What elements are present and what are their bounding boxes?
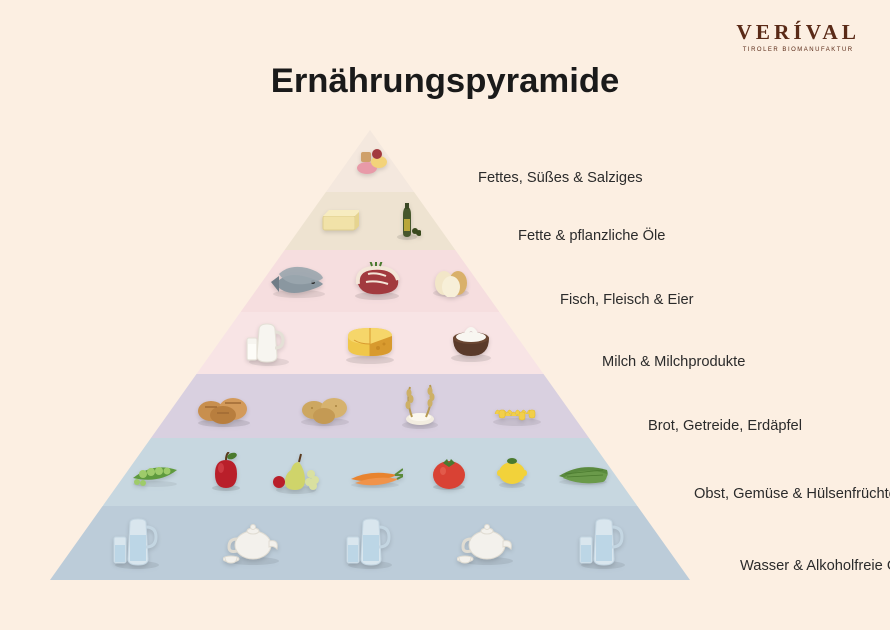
tomato-icon (429, 453, 469, 491)
pear-grapes-icon (271, 450, 321, 494)
tier-label-dairy: Milch & Milchprodukte (602, 354, 745, 370)
tier-label-produce: Obst, Gemüse & Hülsenfrüchte (694, 486, 890, 502)
tier-sweets (326, 130, 414, 192)
tier-produce (103, 438, 637, 506)
teapot-icon (457, 521, 517, 565)
pasta-icon (489, 386, 545, 426)
tier-label-drinks: Wasser & Alkoholfreie Getränke (740, 558, 890, 574)
canvas: VERÍVAL TIROLER BIOMANUFAKTUR Ernährungs… (0, 0, 890, 630)
fish-icon (269, 264, 325, 298)
brand-logo: VERÍVAL TIROLER BIOMANUFAKTUR (736, 20, 860, 53)
tier-label-grains: Brot, Getreide, Erdäpfel (648, 418, 802, 434)
butter-icon (319, 206, 359, 236)
tier-meat (241, 250, 499, 312)
tier-fats (284, 192, 456, 250)
apple-icon (207, 452, 245, 492)
candy-mix-icon (353, 144, 387, 178)
tier-drinks (50, 506, 690, 580)
brand-tagline: TIROLER BIOMANUFAKTUR (736, 47, 860, 53)
steak-icon (352, 262, 402, 300)
potatoes-icon (298, 386, 352, 426)
teapot-icon (223, 521, 283, 565)
olive-oil-icon (393, 201, 421, 241)
carrots-icon (347, 455, 403, 489)
cucumber-icon (555, 458, 611, 486)
tier-grains (151, 374, 589, 438)
cheese-icon (342, 322, 398, 364)
lemon-icon (495, 455, 529, 489)
water-pitcher-icon (576, 517, 630, 569)
water-pitcher-icon (343, 517, 397, 569)
brand-name: VERÍVAL (736, 20, 860, 45)
bread-icon (195, 385, 253, 427)
page-title: Ernährungspyramide (0, 62, 890, 101)
grain-ear-icon (396, 383, 444, 429)
eggs-icon (430, 265, 472, 297)
milk-jug-icon (245, 320, 293, 366)
tier-label-fats: Fette & pflanzliche Öle (518, 228, 665, 244)
water-pitcher-icon (110, 517, 164, 569)
peas-icon (129, 456, 181, 488)
tier-dairy (196, 312, 544, 374)
yogurt-bowl-icon (447, 324, 495, 362)
tier-label-meat: Fisch, Fleisch & Eier (560, 292, 694, 308)
tier-label-sweets: Fettes, Süßes & Salziges (478, 170, 643, 186)
